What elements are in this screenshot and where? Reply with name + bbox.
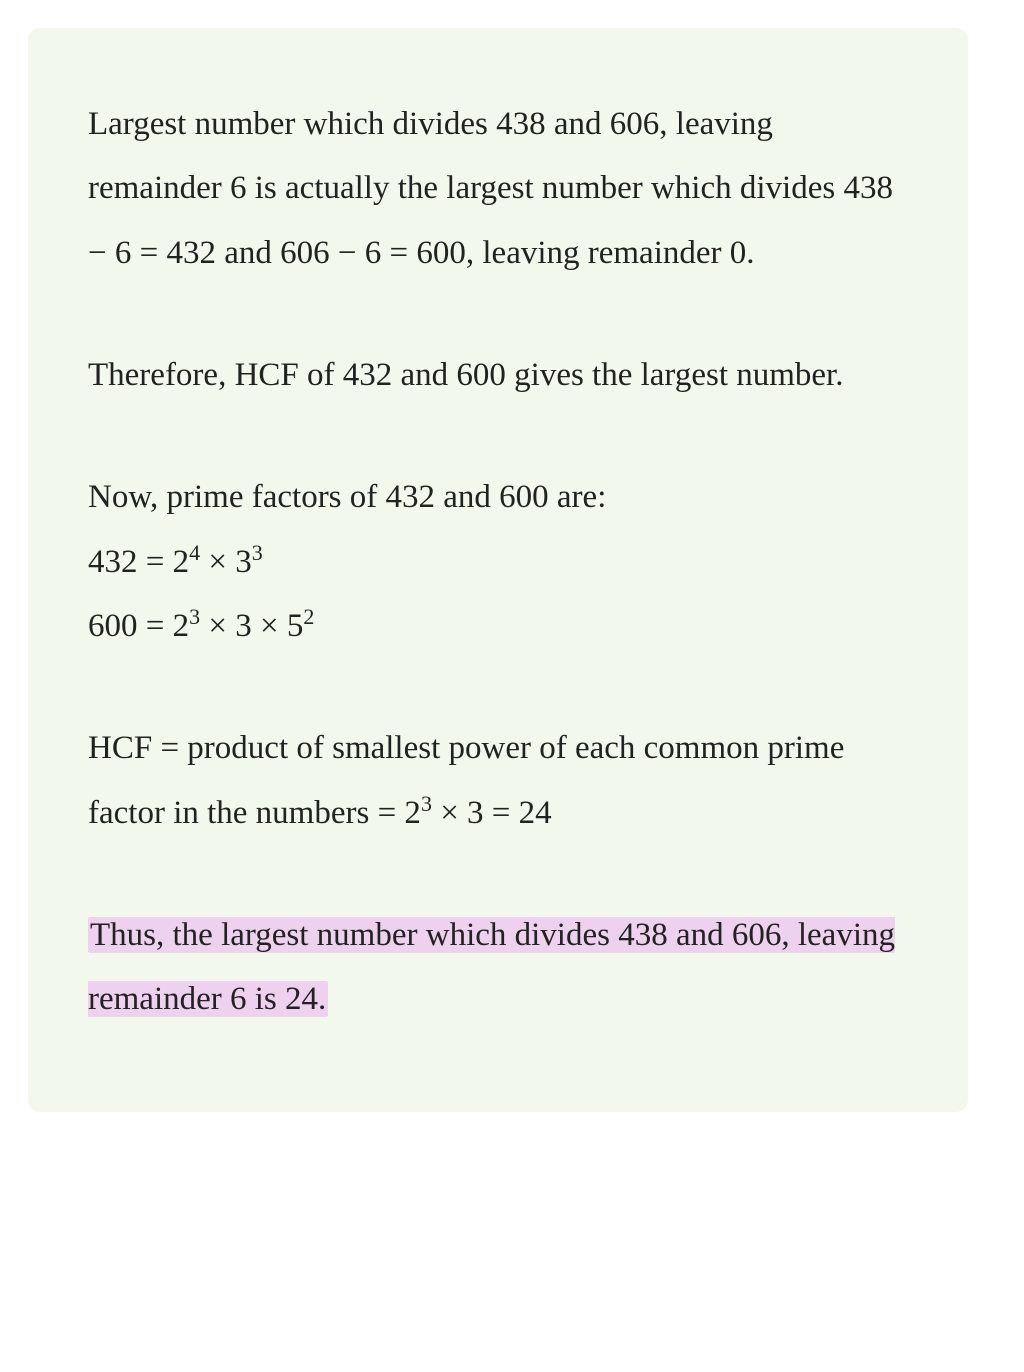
highlighted-answer: Thus, the largest number which divides 4… xyxy=(88,917,895,1017)
text: and xyxy=(546,106,610,142)
paragraph-2: Therefore, HCF of 432 and 600 gives the … xyxy=(88,343,908,407)
text: 438 xyxy=(496,106,546,142)
text: 0 xyxy=(730,235,747,271)
text: and xyxy=(216,235,280,271)
paragraph-4: HCF = product of smallest power of each … xyxy=(88,716,908,845)
exponent: 4 xyxy=(189,540,200,565)
exponent: 2 xyxy=(303,604,314,629)
text: . xyxy=(746,235,754,271)
exponent: 3 xyxy=(189,604,200,629)
paragraph-1: Largest number which divides 438 and 606… xyxy=(88,92,908,285)
text: × 3 xyxy=(200,544,252,580)
text: 6 xyxy=(230,170,247,206)
paragraph-5-conclusion: Thus, the largest number which divides 4… xyxy=(88,903,908,1032)
exponent: 3 xyxy=(252,540,263,565)
exponent: 3 xyxy=(421,791,432,816)
text: , leaving remainder xyxy=(466,235,730,271)
text: Now, prime factors of 432 and 600 are: xyxy=(88,479,606,515)
equation-600: 600 = 23 × 3 × 52 xyxy=(88,608,314,644)
equation-432: 432 = 24 × 33 xyxy=(88,544,263,580)
paragraph-3: Now, prime factors of 432 and 600 are: 4… xyxy=(88,465,908,658)
solution-card: Largest number which divides 438 and 606… xyxy=(28,28,968,1112)
text: × 3 × 5 xyxy=(200,608,303,644)
text: Therefore, HCF of 432 and 600 gives the … xyxy=(88,357,843,393)
text: is actually the largest number which div… xyxy=(247,170,844,206)
text: 606 − 6 = 600 xyxy=(280,235,466,271)
text: 432 = 2 xyxy=(88,544,189,580)
text: 606 xyxy=(610,106,660,142)
text: Largest number which divides xyxy=(88,106,496,142)
text: × 3 = 24 xyxy=(432,795,552,831)
text: 600 = 2 xyxy=(88,608,189,644)
